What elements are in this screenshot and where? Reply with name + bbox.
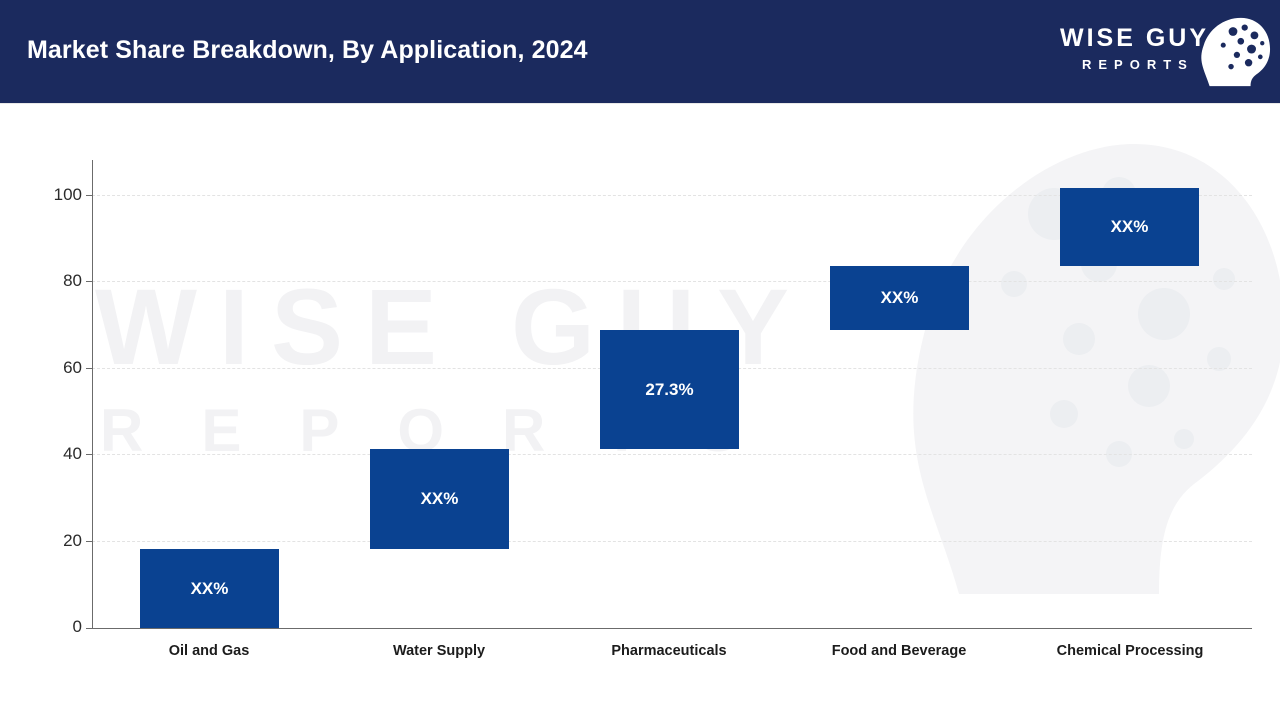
plot-area: 100 80 60 40 20 0 XX% XX% 27.3% XX% XX% … bbox=[54, 160, 1252, 659]
bar-label-food-and-beverage: XX% bbox=[880, 288, 919, 307]
y-tick-mark-20 bbox=[86, 541, 92, 542]
x-tick-label-pharmaceuticals: Pharmaceuticals bbox=[611, 643, 727, 659]
y-tick-label-80: 80 bbox=[63, 271, 82, 290]
bar-pharmaceuticals[interactable]: 27.3% bbox=[600, 330, 739, 449]
x-tick-label-food-and-beverage: Food and Beverage bbox=[831, 643, 967, 659]
x-tick-label-water-supply: Water Supply bbox=[392, 643, 486, 659]
header-bar: Market Share Breakdown, By Application, … bbox=[0, 0, 1280, 103]
y-tick-label-0: 0 bbox=[72, 617, 82, 636]
header-divider bbox=[0, 103, 1280, 104]
logo-text-main: WISE GUY bbox=[1060, 24, 1210, 52]
bar-food-and-beverage[interactable]: XX% bbox=[830, 266, 969, 330]
y-tick-label-60: 60 bbox=[63, 358, 82, 377]
page-title: Market Share Breakdown, By Application, … bbox=[27, 36, 588, 64]
gridline-40 bbox=[92, 454, 1252, 455]
y-tick-mark-40 bbox=[86, 454, 92, 455]
gridline-100 bbox=[92, 195, 1252, 196]
brain-head-icon bbox=[1201, 17, 1271, 87]
y-tick-label-40: 40 bbox=[63, 444, 82, 463]
gridline-80 bbox=[92, 281, 1252, 282]
bar-label-pharmaceuticals: 27.3% bbox=[645, 379, 694, 399]
bar-label-chemical-processing: XX% bbox=[1110, 217, 1149, 236]
y-tick-mark-80 bbox=[86, 281, 92, 282]
bar-label-oil-and-gas: XX% bbox=[190, 578, 229, 598]
x-tick-label-oil-and-gas: Oil and Gas bbox=[168, 643, 250, 659]
bar-water-supply[interactable]: XX% bbox=[370, 449, 509, 549]
bar-label-water-supply: XX% bbox=[420, 489, 459, 508]
x-tick-label-chemical-processing: Chemical Processing bbox=[1056, 643, 1204, 659]
y-tick-label-20: 20 bbox=[63, 531, 82, 550]
x-axis-line bbox=[92, 628, 1252, 629]
y-tick-mark-60 bbox=[86, 368, 92, 369]
bar-oil-and-gas[interactable]: XX% bbox=[140, 549, 279, 628]
y-tick-label-100: 100 bbox=[53, 185, 82, 204]
y-tick-mark-100 bbox=[86, 195, 92, 196]
bar-chemical-processing[interactable]: XX% bbox=[1060, 188, 1199, 266]
logo-text-sub: REPORTS bbox=[1082, 57, 1194, 72]
gridline-20 bbox=[92, 541, 1252, 542]
y-tick-mark-0 bbox=[86, 628, 92, 629]
y-axis-line bbox=[92, 160, 93, 628]
wise-guy-reports-logo: WISE GUY REPORTS bbox=[1054, 10, 1272, 92]
